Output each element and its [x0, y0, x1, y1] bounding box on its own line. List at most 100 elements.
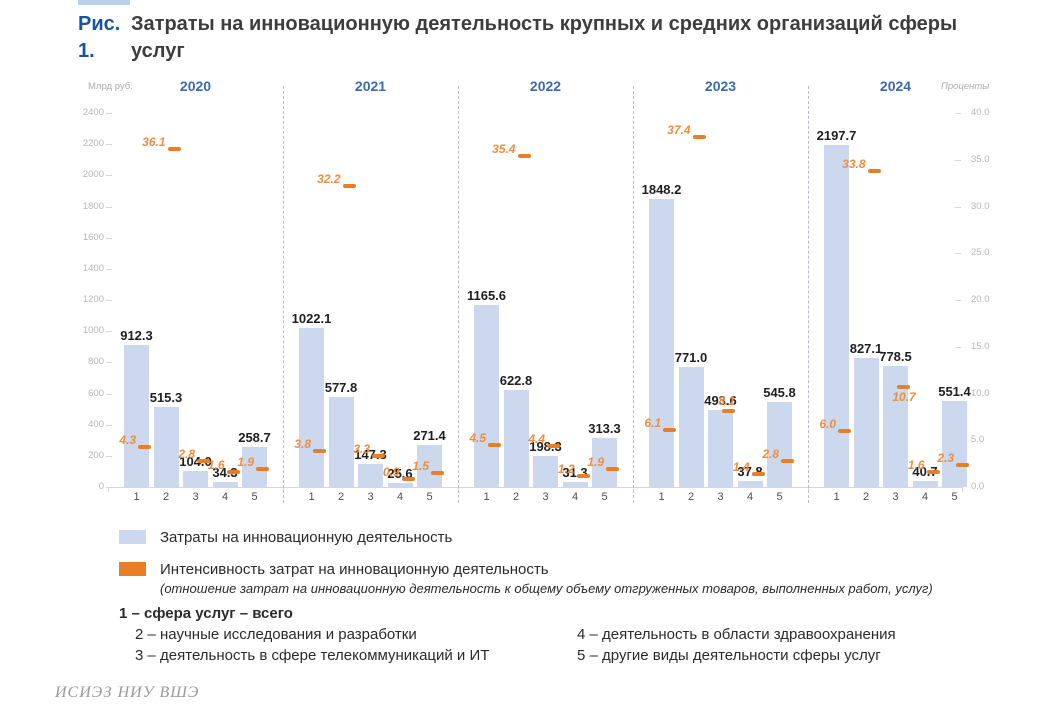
bar-value-label: 912.3: [120, 327, 153, 343]
intensity-marker: [663, 427, 676, 432]
bar-value-label: 493.6: [704, 393, 737, 409]
right-axis-tick-mark: [955, 206, 961, 208]
intensity-marker: [547, 443, 560, 448]
bar-value-label: 1165.6: [466, 288, 507, 304]
left-axis-tick-mark: [106, 393, 112, 395]
right-axis-tick-label: 40.0: [971, 107, 990, 118]
left-axis-tick-mark: [106, 113, 112, 114]
category-tick-label: 1: [133, 491, 140, 503]
bar-value-label: 34.3: [212, 464, 238, 480]
bar: [124, 344, 149, 487]
intensity-marker: [138, 444, 151, 449]
left-axis-tick-label: 2400: [82, 107, 104, 118]
right-axis-tick-label: 0.0: [971, 481, 985, 492]
intensity-marker: [751, 471, 765, 476]
group-separator: [633, 86, 634, 503]
intensity-value-label: 2.8: [178, 446, 195, 461]
left-axis-tick-mark: [106, 206, 112, 208]
bar: [767, 401, 792, 487]
intensity-value-label: 32.2: [317, 171, 341, 186]
intensity-marker: [401, 476, 415, 481]
right-axis-tick-label: 35.0: [971, 153, 990, 165]
intensity-value-label: 36.1: [142, 135, 166, 150]
category-tick-label: 1: [833, 491, 840, 503]
intensity-value-label: 35.4: [492, 142, 516, 156]
bar: [242, 446, 267, 487]
category-tick-label: 3: [717, 491, 724, 503]
legend-label-costs: Затраты на инновационную деятельность: [160, 529, 453, 546]
intensity-value-label: 1.6: [907, 458, 925, 473]
left-axis-tick-label: 1000: [82, 325, 104, 337]
intensity-value-label: 3.3: [353, 442, 370, 457]
bar-value-label: 258.7: [238, 429, 271, 445]
category-tick-label: 5: [251, 491, 258, 503]
bar-value-label: 104.0: [179, 453, 212, 469]
category-tick-label: 4: [396, 491, 404, 503]
bar: [942, 401, 967, 487]
left-axis-tick-label: 800: [88, 356, 104, 368]
x-axis-baseline: [108, 487, 962, 488]
intensity-value-label: 33.8: [842, 156, 866, 171]
bar-value-label: 1848.2: [641, 181, 682, 197]
right-axis-tick-mark: [955, 346, 961, 348]
group-separator: [458, 86, 459, 503]
intensity-value-label: 1.5: [412, 458, 429, 473]
year-label: 2023: [704, 78, 737, 94]
right-axis-tick-label: 10.0: [971, 387, 990, 399]
intensity-marker: [372, 454, 385, 459]
bar: [649, 198, 674, 487]
right-axis-tick-label: 20.0: [971, 294, 990, 305]
intensity-marker: [431, 470, 444, 475]
category-tick-label: 5: [601, 491, 608, 503]
left-axis-tick-label: 1200: [82, 294, 104, 305]
bar: [328, 396, 354, 487]
intensity-value-label: 4.4: [528, 431, 545, 446]
category-tick-label: 2: [687, 491, 695, 503]
left-axis-tick-mark: [106, 331, 112, 333]
intensity-value-label: 1.4: [732, 459, 750, 474]
intensity-value-label: 2.8: [762, 446, 779, 461]
bar-value-label: 147.3: [354, 447, 387, 463]
bar: [183, 470, 208, 487]
bar-value-label: 778.5: [879, 348, 912, 364]
bar: [592, 438, 617, 487]
intensity-value-label: 10.7: [892, 389, 916, 404]
category-tick-label: 2: [862, 491, 870, 503]
intensity-value-label: 1.2: [557, 461, 575, 476]
category-tick-label: 3: [892, 491, 899, 503]
bar: [853, 358, 879, 487]
group-separator: [283, 86, 284, 503]
year-label: 2024: [879, 78, 912, 94]
right-axis-tick-mark: [955, 393, 961, 395]
right-axis-unit-label: Проценты: [941, 81, 990, 92]
category-tick-label: 3: [542, 491, 549, 503]
group-separator: [808, 86, 809, 503]
category-tick-label: 1: [308, 491, 315, 503]
legend-note-intensity: (отношение затрат на инновационную деяте…: [160, 581, 933, 596]
intensity-value-label: 6.1: [644, 415, 661, 430]
figure-number-label: Рис. 1.: [78, 13, 121, 62]
legend-swatch-intensity: [119, 562, 146, 576]
intensity-marker: [226, 470, 240, 475]
bar-value-label: 198.3: [529, 439, 562, 455]
intensity-marker: [838, 428, 851, 433]
right-axis-tick-label: 5.0: [971, 434, 985, 446]
intensity-marker: [256, 467, 269, 472]
right-axis-tick-label: 25.0: [971, 247, 990, 259]
left-axis-tick-mark: [106, 300, 112, 301]
bar: [474, 305, 499, 487]
category-definition-4: 4 – деятельность в области здравоохранен…: [577, 626, 896, 643]
bar-value-label: 551.4: [938, 384, 971, 400]
bar: [708, 410, 733, 487]
source-attribution: ИСИЭЗ НИУ ВШЭ: [55, 684, 200, 701]
right-axis-tick-label: 15.0: [971, 340, 990, 352]
right-axis-tick-mark: [955, 253, 961, 255]
bar: [912, 480, 938, 487]
intensity-value-label: 37.4: [667, 123, 691, 138]
left-axis-tick-label: 2000: [82, 169, 104, 181]
intensity-marker: [517, 154, 531, 158]
left-axis-tick-label: 2200: [82, 138, 104, 150]
bar-value-label: 515.3: [149, 389, 183, 405]
bar-value-label: 771.0: [674, 349, 708, 365]
